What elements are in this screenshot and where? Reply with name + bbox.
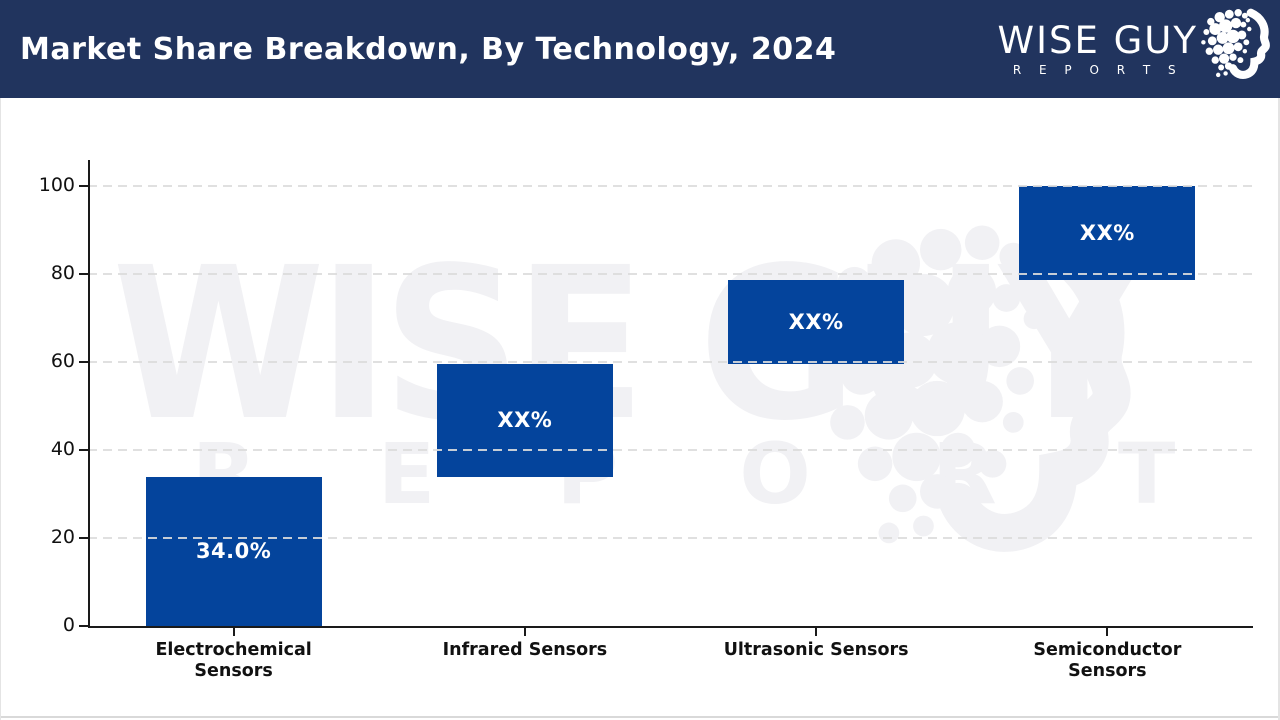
bar-value-label: XX% (497, 408, 553, 433)
y-tick-label: 80 (50, 262, 75, 285)
y-tick-mark (79, 361, 88, 364)
gridline-60 (88, 361, 1253, 364)
y-tick-label: 100 (38, 174, 75, 197)
x-category-label: Semiconductor Sensors (1033, 640, 1182, 682)
x-category-label: Infrared Sensors (442, 640, 608, 660)
brand-logo-text: WISE GUY R E P O R T S (997, 19, 1198, 77)
bar-2: XX% (436, 364, 613, 477)
brand-logo: WISE GUY R E P O R T S (998, 0, 1270, 98)
gridline-20 (88, 537, 1253, 540)
header-band: Market Share Breakdown, By Technology, 2… (0, 0, 1280, 98)
y-tick-mark (79, 185, 88, 188)
brand-wordmark: WISE GUY (997, 19, 1198, 62)
y-tick-mark (79, 537, 88, 540)
y-tick-label: 0 (62, 614, 75, 636)
bar-value-label: 34.0% (195, 539, 272, 564)
brand-reports-text: R E P O R T S (1012, 62, 1183, 77)
bar-3: XX% (728, 280, 905, 365)
y-tick-mark (79, 625, 88, 627)
x-tick-mark (1106, 628, 1109, 636)
bar-4: XX% (1019, 186, 1196, 280)
bar-value-label: XX% (788, 310, 844, 335)
x-tick-mark (523, 628, 526, 636)
bar-1: 34.0% (145, 476, 322, 626)
brand-head-dots-icon (1201, 8, 1270, 79)
x-tick-mark (232, 628, 235, 636)
x-axis-line (88, 626, 1253, 628)
gridline-80 (88, 273, 1253, 276)
x-category-label: Electrochemical Sensors (155, 640, 312, 682)
y-tick-mark (79, 273, 88, 276)
x-category-label: Ultrasonic Sensors (723, 640, 909, 660)
y-tick-label: 40 (50, 438, 75, 461)
gridline-40 (88, 449, 1253, 452)
bar-value-label: XX% (1079, 221, 1135, 246)
frame-bottom-line (0, 716, 1280, 718)
y-tick-label: 60 (50, 350, 75, 373)
gridline-100 (88, 185, 1253, 188)
frame-left-line (0, 98, 1, 720)
y-axis-line (88, 160, 90, 628)
y-tick-mark (79, 449, 88, 452)
y-tick-label: 20 (50, 526, 75, 549)
frame-right-line (1278, 98, 1280, 720)
x-tick-mark (815, 628, 818, 636)
page-title: Market Share Breakdown, By Technology, 2… (20, 31, 837, 67)
